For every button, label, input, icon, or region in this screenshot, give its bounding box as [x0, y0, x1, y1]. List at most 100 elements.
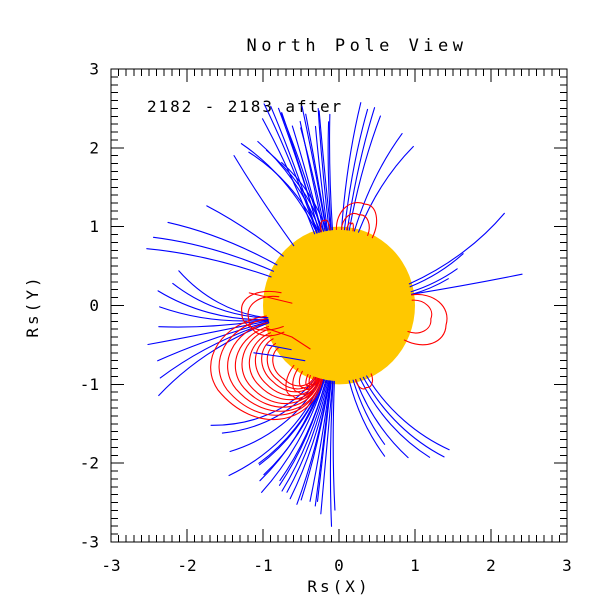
disk-segment — [248, 292, 293, 304]
open-field-line — [233, 155, 295, 247]
open-field-line — [157, 290, 269, 321]
open-field-line — [410, 273, 523, 295]
field-lines — [146, 102, 523, 527]
open-field-line — [355, 379, 409, 459]
open-field-line — [159, 306, 269, 322]
open-field-line — [314, 125, 329, 231]
closed-field-loop — [341, 213, 370, 237]
open-field-line — [359, 377, 431, 458]
closed-field-loop — [305, 373, 317, 388]
closed-field-loop — [247, 295, 285, 337]
axes-frame: -3 -2 -1 0 1 2 3 -3 -2 -1 0 1 2 3 — [80, 60, 572, 576]
x-tick-label: -1 — [253, 556, 272, 575]
closed-field-loop — [354, 373, 373, 390]
open-field-line — [158, 322, 270, 397]
open-field-line — [408, 212, 505, 285]
open-field-line — [316, 380, 332, 502]
x-tick-label: -2 — [177, 556, 196, 575]
open-field-line — [340, 102, 362, 231]
open-field-line — [270, 105, 318, 234]
y-tick-label: -3 — [80, 533, 99, 552]
open-field-line — [257, 140, 322, 233]
closed-field-loop — [407, 299, 433, 334]
closed-field-loop — [320, 219, 331, 233]
closed-field-loop — [335, 202, 378, 239]
open-field-line — [409, 253, 464, 288]
annotation-label: 2182 - 2183 after — [147, 97, 343, 116]
open-field-line — [289, 380, 330, 500]
open-field-line — [286, 380, 329, 493]
closed-field-loop — [254, 334, 319, 397]
closed-field-loop — [285, 364, 321, 400]
open-field-line — [411, 278, 449, 295]
open-field-line — [281, 161, 328, 232]
y-tick-label: 2 — [89, 138, 99, 157]
open-field-line — [278, 379, 327, 486]
closed-field-loop — [308, 374, 320, 386]
closed-field-loop — [261, 338, 317, 393]
disk-segment — [253, 352, 306, 362]
open-field-line — [157, 321, 270, 362]
open-field-line — [240, 143, 318, 234]
open-field-line — [328, 113, 334, 231]
open-field-line — [152, 236, 275, 272]
disk-segment — [263, 327, 311, 350]
x-axis-label: Rs(X) — [307, 577, 370, 596]
x-tick-label: 2 — [486, 556, 496, 575]
open-field-line — [320, 380, 334, 515]
closed-field-loop — [241, 290, 284, 331]
x-tick-label: 0 — [334, 556, 344, 575]
open-field-line — [329, 380, 334, 527]
open-field-line — [343, 108, 369, 231]
open-field-line — [178, 270, 269, 319]
x-tick-label: -3 — [101, 556, 120, 575]
closed-field-loop — [241, 328, 320, 405]
open-field-line — [410, 268, 458, 293]
open-field-line — [327, 121, 332, 231]
y-tick-label: 3 — [89, 60, 99, 79]
open-field-line — [167, 221, 278, 266]
closed-field-loop — [248, 332, 320, 401]
open-field-line — [299, 120, 325, 232]
open-field-line — [206, 205, 284, 257]
open-field-line — [263, 379, 325, 476]
open-field-line — [357, 145, 414, 233]
open-field-line — [332, 380, 336, 511]
closed-field-loop — [292, 368, 320, 395]
open-field-line — [147, 320, 269, 346]
open-field-line — [146, 248, 272, 278]
open-field-line — [366, 375, 450, 451]
open-field-line — [352, 379, 386, 445]
open-field-line — [314, 380, 332, 507]
open-field-line — [305, 113, 328, 232]
open-field-line — [362, 376, 445, 458]
y-tick-label: 0 — [89, 296, 99, 315]
closed-field-loop — [346, 222, 354, 232]
closed-field-loop — [234, 325, 321, 408]
closed-field-loop — [403, 293, 448, 346]
x-tick-label: 1 — [410, 556, 420, 575]
open-field-line — [348, 115, 381, 231]
x-tick-label: 3 — [562, 556, 572, 575]
open-field-line — [317, 107, 330, 231]
open-field-line — [281, 379, 328, 492]
open-field-line — [348, 380, 386, 457]
sun-disk — [263, 226, 415, 385]
open-field-line — [210, 377, 317, 426]
y-tick-label: 1 — [89, 217, 99, 236]
disk-segment — [266, 344, 292, 351]
closed-field-loop — [218, 318, 322, 416]
closed-field-loop — [227, 322, 322, 412]
y-axis-label: Rs(Y) — [23, 274, 42, 337]
open-field-line — [172, 282, 269, 319]
open-field-line — [300, 380, 330, 501]
open-field-line — [353, 133, 403, 232]
open-field-line — [248, 151, 320, 233]
y-tick-label: -1 — [80, 375, 99, 394]
open-field-line — [261, 379, 325, 493]
open-field-line — [318, 110, 332, 231]
open-field-line — [301, 105, 327, 232]
open-field-line — [309, 380, 331, 502]
